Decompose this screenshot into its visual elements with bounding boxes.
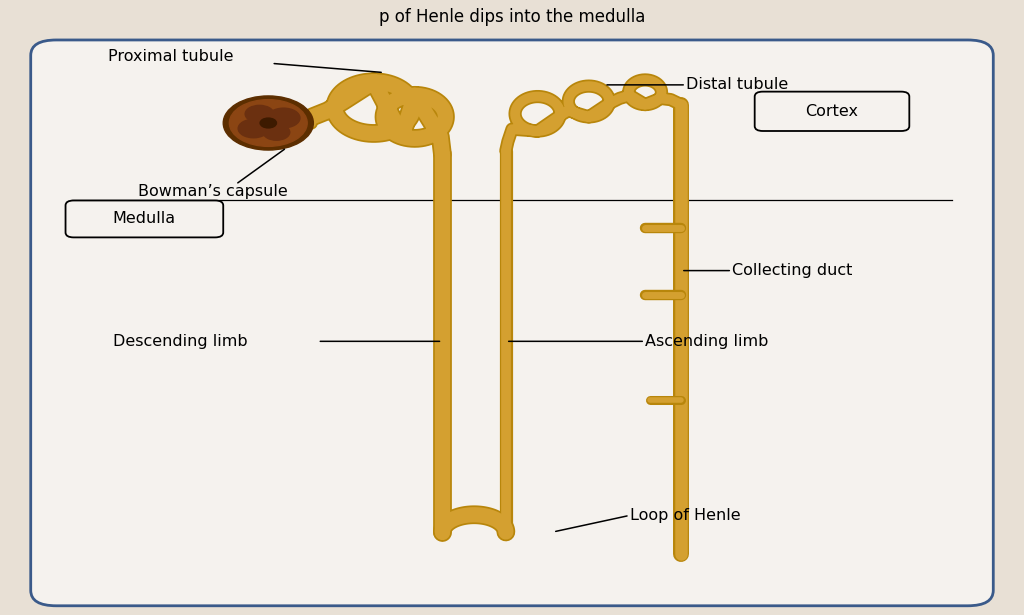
FancyBboxPatch shape: [66, 200, 223, 237]
Text: Ascending limb: Ascending limb: [645, 334, 768, 349]
Text: Cortex: Cortex: [805, 104, 858, 119]
Text: Distal tubule: Distal tubule: [686, 77, 788, 92]
Circle shape: [267, 108, 300, 128]
Circle shape: [263, 124, 290, 140]
Circle shape: [229, 100, 307, 146]
Text: p of Henle dips into the medulla: p of Henle dips into the medulla: [379, 8, 645, 26]
Text: Proximal tubule: Proximal tubule: [108, 49, 233, 64]
Text: Medulla: Medulla: [113, 212, 176, 226]
Text: Loop of Henle: Loop of Henle: [630, 508, 740, 523]
FancyBboxPatch shape: [755, 92, 909, 131]
Circle shape: [239, 119, 269, 138]
Circle shape: [260, 118, 276, 128]
Text: Collecting duct: Collecting duct: [732, 263, 853, 278]
Text: Descending limb: Descending limb: [113, 334, 247, 349]
FancyBboxPatch shape: [31, 40, 993, 606]
Circle shape: [245, 105, 273, 122]
Text: Bowman’s capsule: Bowman’s capsule: [138, 184, 288, 199]
Circle shape: [223, 96, 313, 150]
